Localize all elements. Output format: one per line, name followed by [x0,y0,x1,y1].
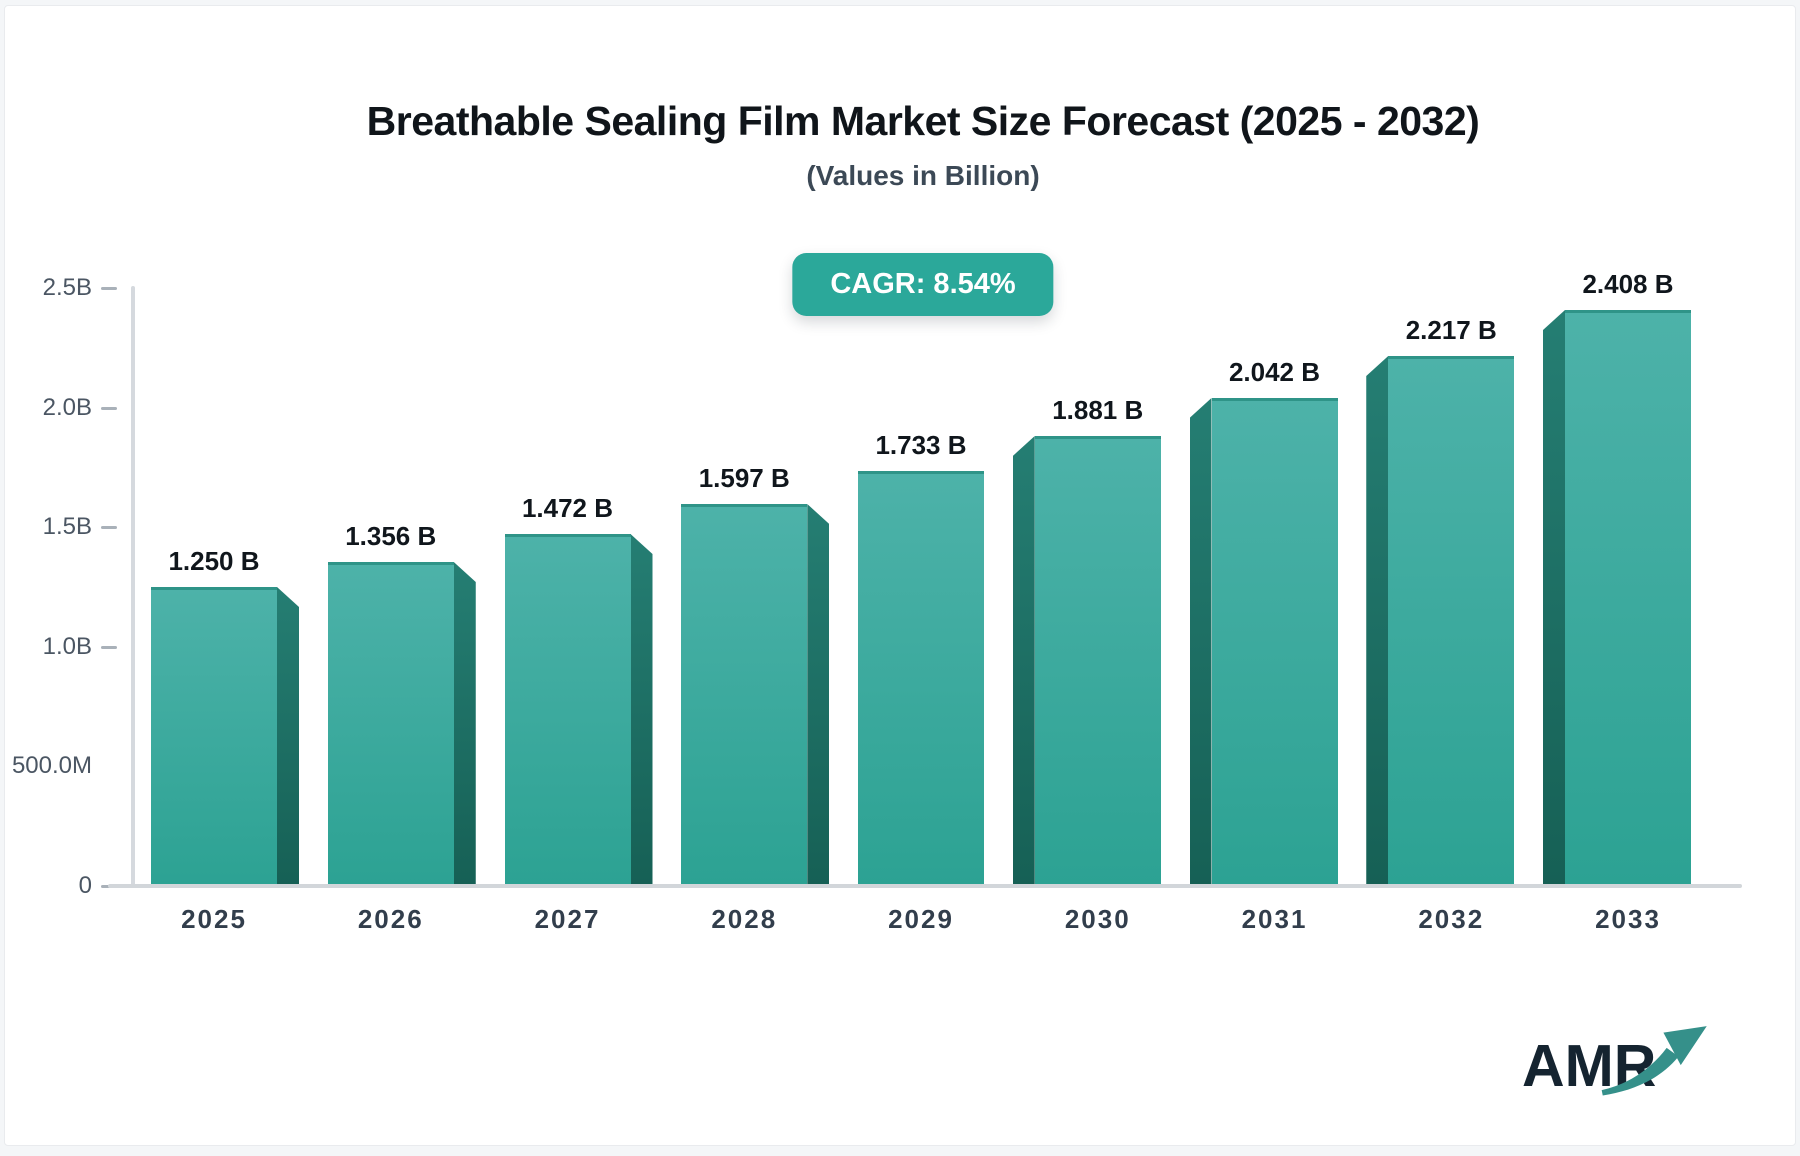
cagr-badge: CAGR: 8.54% [792,253,1054,316]
bar-value-label-2028: 1.597 B [698,463,790,493]
x-axis-label-2029: 2029 [888,904,954,934]
x-axis-label-2025: 2025 [181,904,247,934]
x-axis-label-2027: 2027 [534,904,601,934]
bar-value-label-2032: 2.217 B [1405,315,1497,345]
y-axis-tick-mark [101,287,117,290]
bar-3d-side-2025 [277,587,299,886]
bar-3d-side-2033 [1543,310,1565,886]
bar-2029[interactable] [858,471,984,886]
bar-2032[interactable] [1388,356,1515,886]
x-axis-label-2026: 2026 [357,904,424,934]
chart-subtitle: (Values in Billion) [806,160,1040,191]
y-axis-tick-label: 500.0M [11,752,92,780]
y-axis-tick-label: 2.0B [42,393,92,421]
bar-value-label-2025: 1.250 B [168,546,260,576]
bar-2033[interactable] [1565,310,1691,886]
x-axis-label-2032: 2032 [1418,904,1485,934]
x-axis-label-2031: 2031 [1241,904,1308,934]
bar-value-label-2030: 1.881 B [1052,395,1144,425]
y-axis-tick-label: 1.5B [42,513,92,541]
bar-2028[interactable] [681,504,808,886]
bar-2025[interactable] [151,587,277,886]
bar-value-label-2026: 1.356 B [345,521,437,551]
y-axis-tick-mark [101,526,117,530]
x-axis-label-2033: 2033 [1595,904,1661,934]
brand-logo-text: AMR [1522,1033,1657,1099]
bar-value-label-2029: 1.733 B [875,430,967,460]
x-axis-baseline [108,884,1742,888]
bar-3d-side-2030 [1012,436,1035,886]
growth-arrow-icon [1601,1026,1707,1096]
bar-2031[interactable] [1211,398,1338,886]
y-axis-tick-label: 0 [78,872,92,899]
bar-2026[interactable] [327,562,454,886]
bar-2027[interactable] [504,534,631,886]
bar-2030[interactable] [1034,436,1161,886]
x-axis-label-2028: 2028 [711,904,778,934]
y-axis-tick-mark [101,406,117,410]
bar-value-label-2027: 1.472 B [521,493,614,523]
y-axis-tick-mark [101,645,117,649]
bar-3d-side-2027 [630,534,653,886]
bar-3d-side-2031 [1189,398,1212,886]
bar-value-label-2033: 2.408 B [1582,269,1674,299]
chart-title: Breathable Sealing Film Market Size Fore… [366,98,1480,144]
y-axis-tick-label: 2.5B [42,274,92,301]
bar-3d-side-2026 [453,562,476,886]
y-axis-tick-label: 1.0B [42,632,92,660]
brand-logo: AMR [1522,1026,1712,1110]
x-axis-label-2030: 2030 [1064,904,1131,934]
y-axis-line [131,286,135,886]
bar-3d-side-2032 [1366,356,1389,886]
bar-3d-side-2028 [807,504,830,886]
bar-value-label-2031: 2.042 B [1228,357,1321,387]
